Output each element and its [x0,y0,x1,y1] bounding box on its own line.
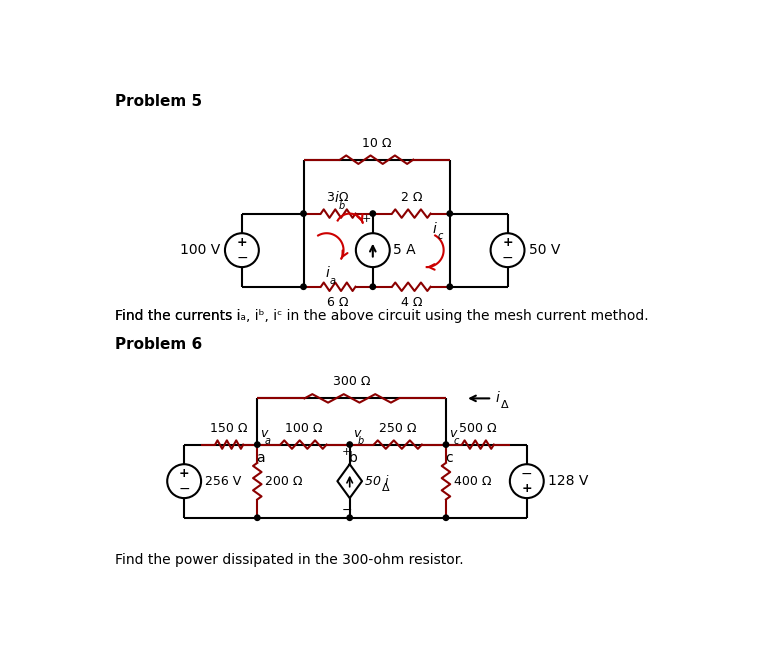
Text: b: b [349,451,357,465]
Text: +: + [179,467,190,480]
Text: +: + [362,214,371,224]
Text: −: − [179,482,190,496]
Text: Find the currents iₐ, iᵇ, iᶜ in the above circuit using the mesh current method.: Find the currents iₐ, iᵇ, iᶜ in the abov… [115,309,648,323]
Text: 100 Ω: 100 Ω [285,422,322,436]
Text: −: − [521,466,533,480]
Text: Problem 6: Problem 6 [115,337,202,352]
Circle shape [347,515,353,520]
Text: a: a [256,451,264,465]
Text: b: b [339,200,346,210]
Text: +: + [236,236,247,249]
Text: c: c [454,436,459,446]
Text: 50 V: 50 V [529,243,561,257]
Text: a: a [265,436,271,446]
Text: c: c [445,451,453,465]
Text: v: v [261,427,268,440]
Text: 100 V: 100 V [180,243,220,257]
Text: 500 Ω: 500 Ω [459,422,497,436]
Text: v: v [353,427,360,440]
Text: +: + [342,447,351,457]
Text: i: i [325,266,329,281]
Text: b: b [357,436,363,446]
Text: 128 V: 128 V [548,474,588,488]
Text: Problem 5: Problem 5 [115,95,202,110]
Circle shape [254,515,260,520]
Text: c: c [438,231,443,241]
Circle shape [301,284,307,290]
Text: −: − [342,505,352,517]
Text: 50 i: 50 i [365,474,388,487]
Text: Δ: Δ [501,400,509,410]
Text: 4 Ω: 4 Ω [401,296,422,309]
Text: −: − [236,251,248,265]
Text: a: a [330,275,335,286]
Text: 2 Ω: 2 Ω [401,191,422,204]
Circle shape [443,442,448,447]
Circle shape [443,515,448,520]
Circle shape [370,284,375,290]
Text: 10 Ω: 10 Ω [362,137,392,150]
Text: 200 Ω: 200 Ω [265,474,303,487]
Text: 6 Ω: 6 Ω [328,296,349,309]
Circle shape [447,284,452,290]
Circle shape [447,211,452,216]
Text: 300 Ω: 300 Ω [333,375,370,388]
Text: i: i [433,221,437,236]
Text: +: + [502,236,513,249]
Text: Δ: Δ [382,484,390,493]
Text: +: + [522,482,532,495]
Text: Find the power dissipated in the 300-ohm resistor.: Find the power dissipated in the 300-ohm… [115,553,463,567]
Text: −: − [502,251,513,265]
Text: 400 Ω: 400 Ω [454,474,491,487]
Text: i: i [496,391,500,405]
Circle shape [347,442,353,447]
Text: 256 V: 256 V [205,474,241,487]
Text: v: v [449,427,456,440]
Text: 250 Ω: 250 Ω [379,422,417,436]
Circle shape [301,211,307,216]
Text: i: i [335,191,339,205]
Text: 3 Ω: 3 Ω [328,191,349,204]
Circle shape [254,442,260,447]
Text: 5 A: 5 A [393,243,416,257]
Circle shape [370,211,375,216]
Text: 150 Ω: 150 Ω [211,422,248,436]
Text: Find the currents i: Find the currents i [115,309,240,323]
